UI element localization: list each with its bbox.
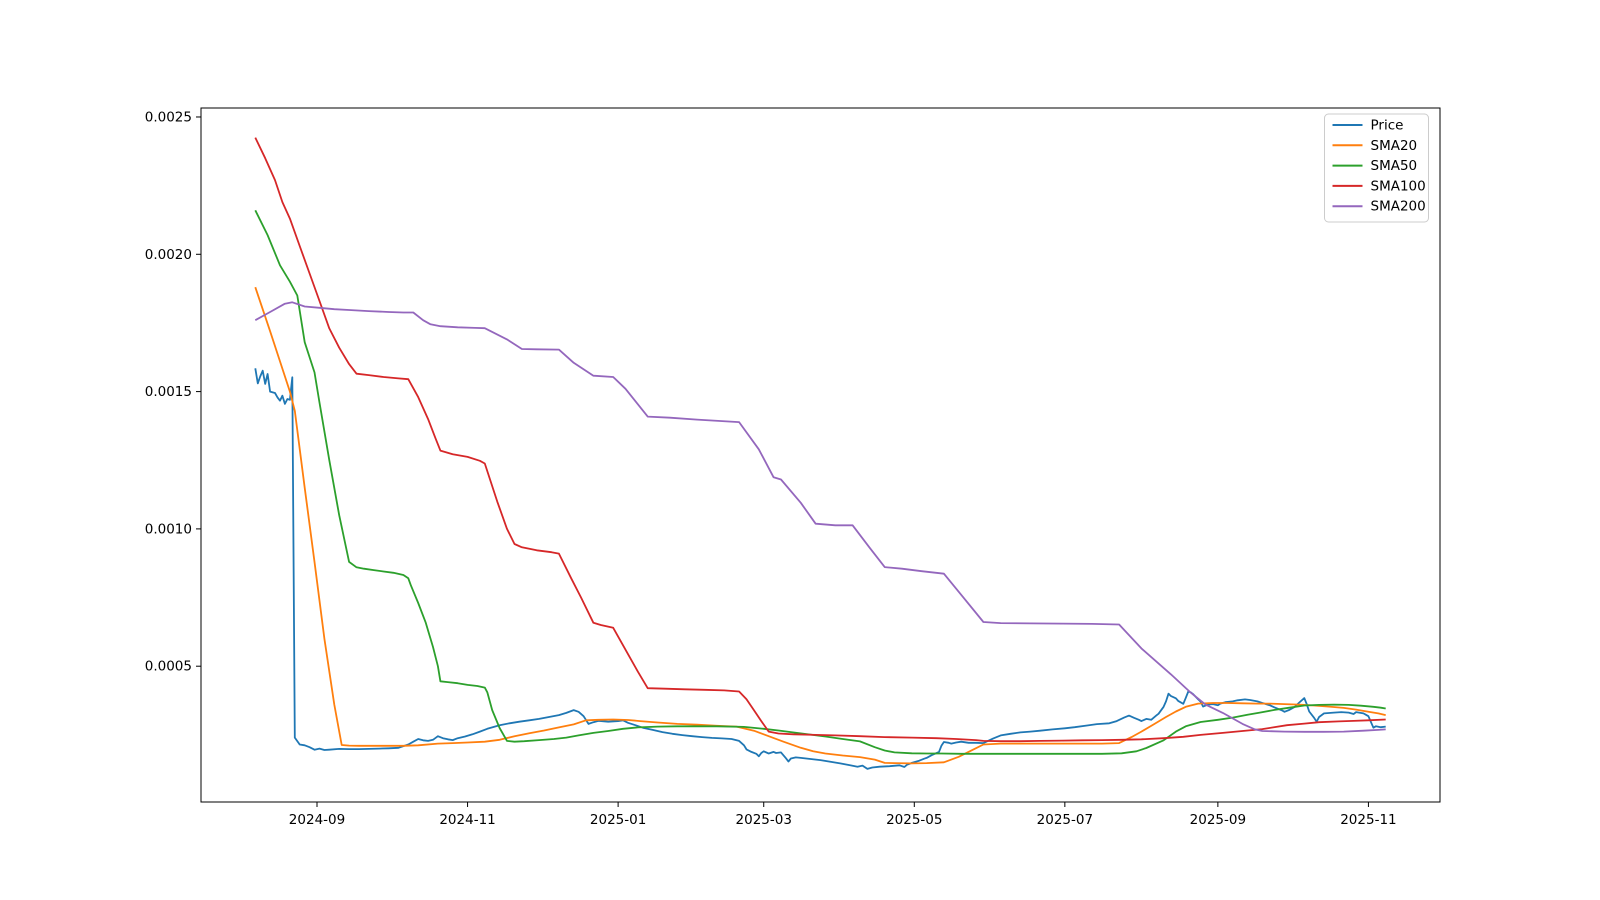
series-line-sma50 [254, 209, 1386, 755]
legend-label: SMA20 [1371, 138, 1418, 154]
series-line-sma100 [254, 137, 1386, 743]
legend-frame [1324, 113, 1429, 223]
legend-entry-sma100: SMA100 [1332, 178, 1426, 194]
legend-entry-price: Price [1332, 118, 1404, 134]
y-tick-label: 0.0025 [145, 109, 192, 125]
legend-label: SMA200 [1371, 199, 1426, 215]
plot-area [201, 108, 1440, 802]
legend-entry-sma20: SMA20 [1332, 138, 1418, 154]
legend-entry-sma200: SMA200 [1332, 199, 1426, 215]
x-tick-label: 2025-01 [590, 812, 646, 828]
legend-label: SMA50 [1371, 158, 1418, 174]
legend-label: Price [1371, 118, 1404, 134]
y-tick-label: 0.0005 [145, 659, 192, 675]
x-tick-label: 2025-03 [736, 812, 792, 828]
x-tick-label: 2025-11 [1340, 812, 1396, 828]
legend-entry-sma50: SMA50 [1332, 158, 1418, 174]
x-tick-label: 2025-05 [886, 812, 942, 828]
x-tick-label: 2025-07 [1037, 812, 1093, 828]
x-tick-label: 2024-09 [289, 812, 345, 828]
axes-frame [200, 107, 1441, 803]
x-tick-label: 2024-11 [439, 812, 495, 828]
legend-label: SMA100 [1371, 178, 1426, 194]
y-tick-label: 0.0010 [145, 521, 192, 537]
series-line-sma20 [254, 286, 1386, 765]
series-line-sma200 [254, 301, 1386, 733]
x-tick-label: 2025-09 [1190, 812, 1246, 828]
legend-box: Price SMA20 SMA50 SMA100 SMA200 [1324, 113, 1429, 223]
y-tick-label: 0.0020 [145, 247, 192, 263]
y-tick-label: 0.0015 [145, 384, 192, 400]
